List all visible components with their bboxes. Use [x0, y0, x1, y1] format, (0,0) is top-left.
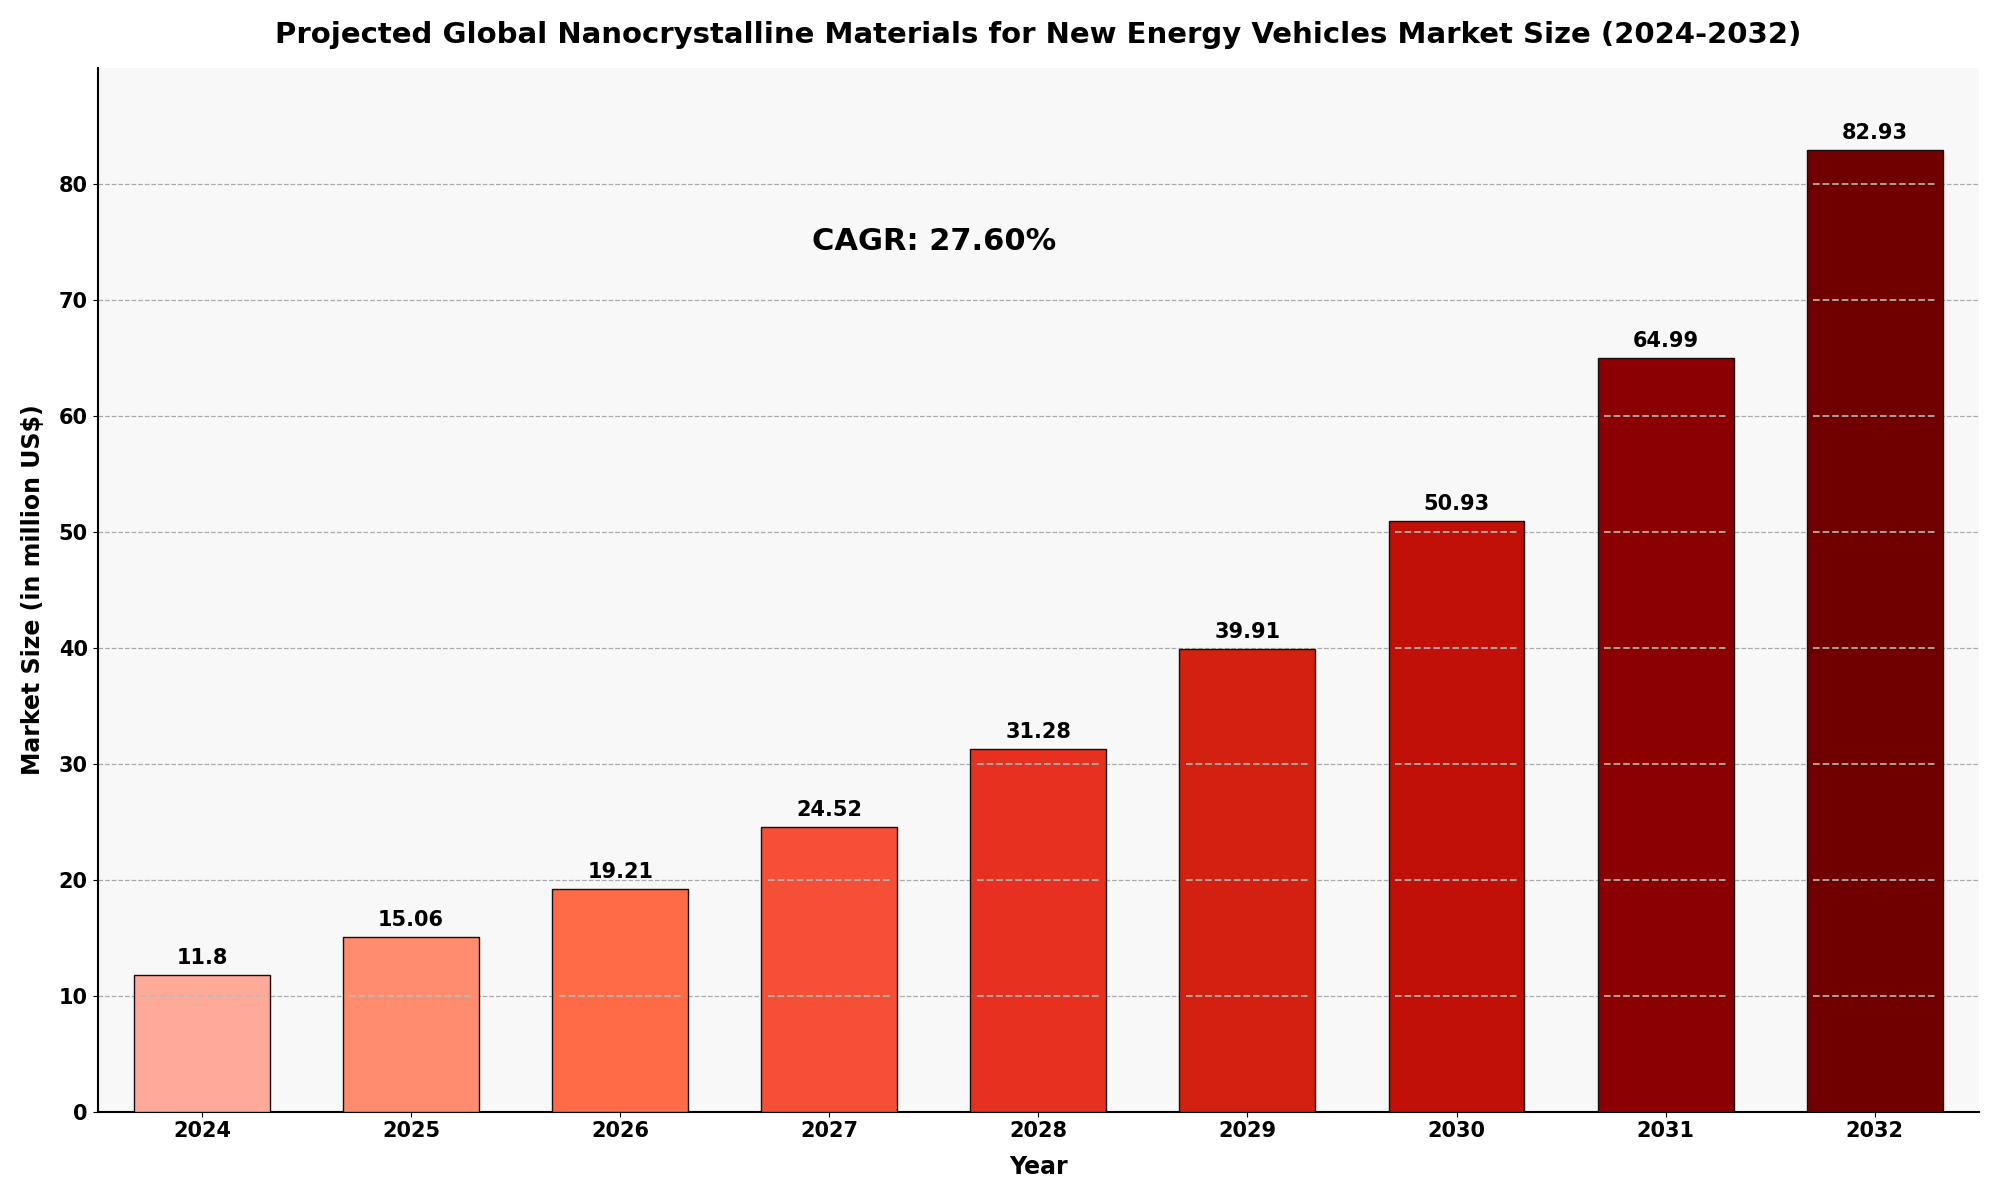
- Text: CAGR: 27.60%: CAGR: 27.60%: [812, 227, 1056, 257]
- Bar: [552, 889, 688, 1111]
- Text: 11.8: 11.8: [176, 948, 228, 967]
- X-axis label: Year: Year: [1010, 1156, 1068, 1180]
- Text: 24.52: 24.52: [796, 800, 862, 821]
- Text: 15.06: 15.06: [378, 910, 444, 930]
- Y-axis label: Market Size (in million US$): Market Size (in million US$): [20, 404, 44, 775]
- Bar: [1806, 150, 1942, 1111]
- Title: Projected Global Nanocrystalline Materials for New Energy Vehicles Market Size (: Projected Global Nanocrystalline Materia…: [276, 20, 1802, 49]
- Text: 39.91: 39.91: [1214, 622, 1280, 642]
- Text: 50.93: 50.93: [1424, 494, 1490, 514]
- Bar: [1388, 521, 1524, 1111]
- Bar: [970, 749, 1106, 1111]
- Bar: [1180, 649, 1316, 1111]
- Text: 64.99: 64.99: [1632, 331, 1698, 350]
- Text: 19.21: 19.21: [588, 862, 654, 882]
- Bar: [344, 937, 480, 1111]
- Bar: [134, 974, 270, 1111]
- Bar: [1598, 358, 1734, 1111]
- Text: 82.93: 82.93: [1842, 122, 1908, 143]
- Text: 31.28: 31.28: [1006, 722, 1072, 742]
- Bar: [762, 827, 898, 1111]
